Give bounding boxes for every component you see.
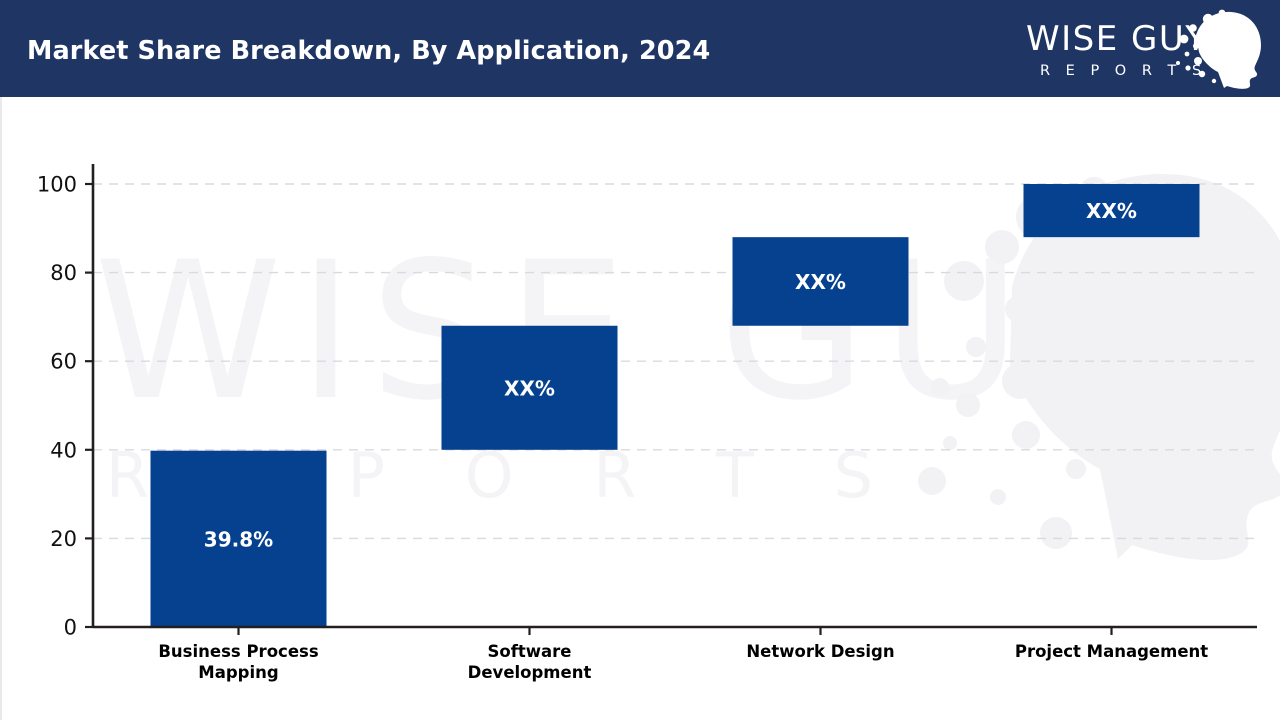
dotted-head-profile-icon	[1176, 9, 1261, 89]
header-band: Market Share Breakdown, By Application, …	[0, 0, 1280, 97]
brand-logo: WISE GUY R E P O R T S	[1018, 6, 1274, 92]
bar-value-label-1: 39.8%	[204, 527, 273, 551]
page-title: Market Share Breakdown, By Application, …	[27, 36, 711, 66]
logo-line2: R E P O R T S	[1040, 63, 1207, 79]
bar-2[interactable]	[441, 325, 618, 450]
y-tick-label: 80	[50, 261, 77, 285]
bar-3[interactable]	[732, 237, 909, 326]
bar-1[interactable]	[150, 450, 327, 627]
logo-line1: WISE GUY	[1026, 19, 1208, 59]
y-tick-label: 20	[50, 527, 77, 551]
x-axis-label-1: Business Process	[158, 642, 318, 661]
y-tick-label: 100	[37, 173, 77, 197]
x-axis-label-3: Network Design	[746, 642, 894, 661]
bar-4[interactable]	[1023, 184, 1200, 238]
chart-body: WISE GUY R E P O R T S	[0, 97, 1280, 720]
y-tick-label: 0	[64, 616, 77, 640]
x-axis-label-4: Project Management	[1015, 642, 1208, 661]
y-tick-label: 60	[50, 350, 77, 374]
y-tick-label: 40	[50, 438, 77, 462]
x-axis-label-2: Development	[468, 663, 592, 682]
x-axis-labels: Business Process Mapping Software Developme…	[158, 627, 1208, 682]
x-axis-label-1: Mapping	[198, 663, 278, 682]
axes	[91, 164, 1257, 629]
bar-value-label-3: XX%	[795, 270, 846, 294]
logo-wordmark: WISE GUY R E P O R T S	[1026, 19, 1208, 79]
bar-chart: 39.8% XX% XX% XX% 0 20 40 60 80 100 Business Pro…	[2, 97, 1280, 720]
x-axis-label-2: Software	[488, 642, 572, 661]
bar-value-label-2: XX%	[504, 376, 555, 400]
bars: 39.8% XX% XX% XX%	[150, 184, 1200, 627]
bar-value-label-4: XX%	[1086, 199, 1137, 223]
chart-canvas: 39.8% XX% XX% XX% 0 20 40 60 80 100 Business Pro…	[37, 164, 1257, 682]
y-axis-ticks: 0 20 40 60 80 100	[37, 173, 93, 640]
